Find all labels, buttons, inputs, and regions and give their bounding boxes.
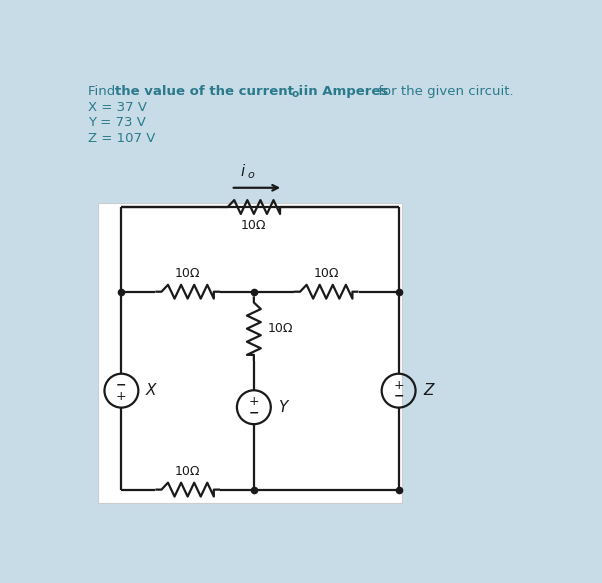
Text: o: o	[247, 170, 255, 180]
Text: 10Ω: 10Ω	[175, 465, 200, 478]
Text: the value of the current i: the value of the current i	[115, 85, 303, 99]
Text: 10Ω: 10Ω	[175, 267, 200, 280]
Text: o: o	[291, 89, 299, 99]
Text: −: −	[116, 379, 126, 392]
Text: X = 37 V: X = 37 V	[88, 101, 147, 114]
Text: X: X	[146, 383, 157, 398]
Text: 10Ω: 10Ω	[241, 219, 267, 231]
Text: 10Ω: 10Ω	[268, 322, 293, 335]
Text: 10Ω: 10Ω	[314, 267, 339, 280]
Text: Z = 107 V: Z = 107 V	[88, 132, 156, 145]
FancyBboxPatch shape	[98, 203, 403, 504]
Text: Y: Y	[279, 400, 288, 415]
Text: −: −	[249, 406, 259, 419]
Text: for the given circuit.: for the given circuit.	[374, 85, 514, 99]
Text: +: +	[393, 379, 404, 392]
Text: i: i	[241, 163, 245, 178]
Text: +: +	[249, 395, 259, 408]
Text: +: +	[116, 389, 127, 402]
Text: Z: Z	[423, 383, 434, 398]
Text: −: −	[393, 389, 404, 402]
Text: Find: Find	[88, 85, 120, 99]
Text: Y = 73 V: Y = 73 V	[88, 116, 146, 129]
Text: in Amperes: in Amperes	[299, 85, 388, 99]
